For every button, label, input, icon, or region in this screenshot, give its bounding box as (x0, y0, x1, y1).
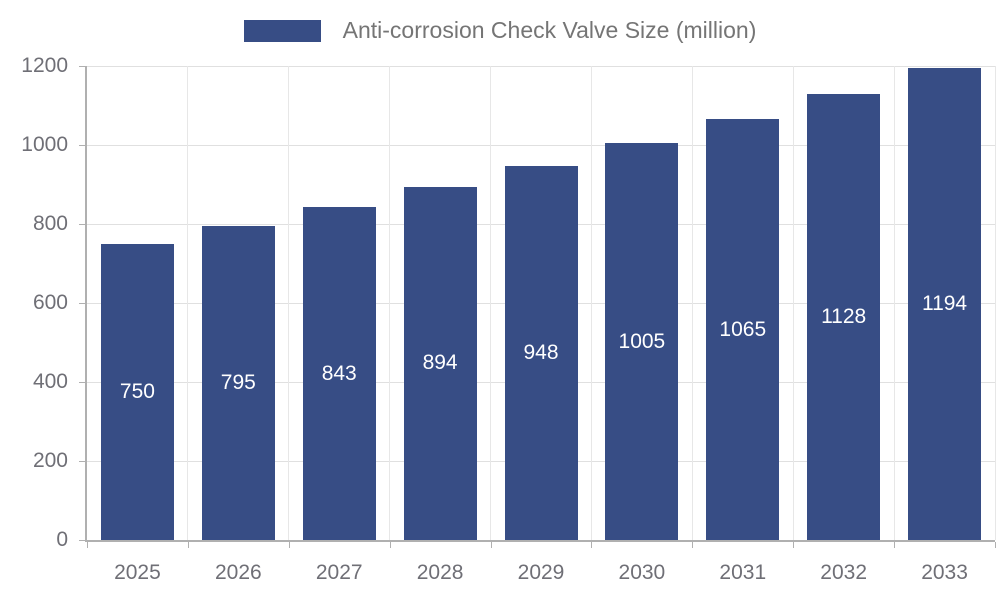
y-axis-tick (79, 382, 87, 383)
grid-line-horizontal (87, 144, 995, 146)
x-axis-tick (389, 542, 391, 548)
x-axis-tick (490, 542, 492, 548)
bar-2027[interactable]: 843 (302, 207, 376, 540)
y-axis-tick (79, 224, 87, 225)
grid-line-vertical (994, 66, 996, 540)
bar-2026[interactable]: 795 (201, 225, 275, 540)
grid-line-vertical (490, 66, 492, 540)
legend[interactable]: Anti-corrosion Check Valve Size (million… (0, 17, 1000, 44)
y-axis-label: 200 (32, 449, 68, 472)
bar-2028[interactable]: 894 (403, 186, 477, 540)
y-axis-label: 1000 (21, 133, 68, 156)
y-axis-label: 0 (56, 528, 68, 551)
bar-value-label: 795 (220, 370, 256, 394)
plot-area: 750 795 843 894 948 1005 1065 1128 1194 (87, 65, 996, 540)
x-axis-label: 2033 (921, 561, 968, 584)
bar-2033[interactable]: 1194 (908, 68, 982, 540)
grid-line-vertical (893, 66, 895, 540)
bar-2029[interactable]: 948 (504, 165, 578, 540)
bar-value-label: 1065 (719, 317, 767, 341)
y-axis-label: 800 (32, 212, 68, 235)
bar-2032[interactable]: 1128 (807, 94, 881, 540)
grid-line-vertical (590, 66, 592, 540)
x-axis-tick (187, 542, 189, 548)
bar-value-label: 1194 (921, 292, 968, 316)
y-axis-tick (79, 540, 87, 541)
legend-label: Anti-corrosion Check Valve Size (million… (342, 17, 757, 43)
y-axis-tick (79, 66, 87, 67)
x-axis-tick (995, 542, 996, 548)
bar-value-label: 894 (422, 351, 458, 375)
grid-line-vertical (691, 66, 693, 540)
legend-swatch-icon (243, 19, 321, 42)
y-axis-line (85, 66, 87, 542)
grid-line-vertical (792, 66, 794, 540)
bar-value-label: 948 (523, 340, 559, 364)
x-axis-label: 2030 (618, 561, 666, 584)
bar-value-label: 843 (321, 361, 357, 385)
bar-value-label: 1128 (821, 305, 867, 329)
grid-line-vertical (389, 66, 391, 540)
x-axis-tick (894, 542, 896, 548)
bar-2031[interactable]: 1065 (706, 119, 780, 540)
y-axis-label: 600 (32, 291, 68, 314)
y-axis-tick (79, 145, 87, 146)
y-axis-label: 400 (32, 370, 68, 393)
x-axis-tick (591, 542, 593, 548)
x-axis-label: 2029 (517, 561, 565, 584)
grid-line-vertical (187, 66, 189, 540)
grid-line-vertical (288, 66, 290, 540)
bar-value-label: 750 (119, 379, 155, 403)
x-axis-label: 2031 (719, 561, 767, 584)
x-axis-label: 2025 (114, 561, 161, 584)
x-axis-tick (793, 542, 795, 548)
bar-2025[interactable]: 750 (100, 243, 174, 540)
bar-2030[interactable]: 1005 (605, 143, 679, 540)
x-axis-tick (87, 542, 88, 548)
x-axis-tick (288, 542, 290, 548)
x-axis-label: 2028 (416, 561, 464, 584)
y-axis-label: 1200 (21, 54, 68, 77)
x-axis-label: 2032 (820, 561, 868, 584)
x-axis-line (85, 540, 995, 542)
grid-line-horizontal (87, 65, 995, 67)
x-axis-label: 2026 (214, 561, 262, 584)
x-axis-tick (692, 542, 694, 548)
y-axis-tick (79, 303, 87, 304)
x-axis-label: 2027 (315, 561, 363, 584)
y-axis-tick (79, 461, 87, 462)
bar-value-label: 1005 (618, 329, 666, 353)
